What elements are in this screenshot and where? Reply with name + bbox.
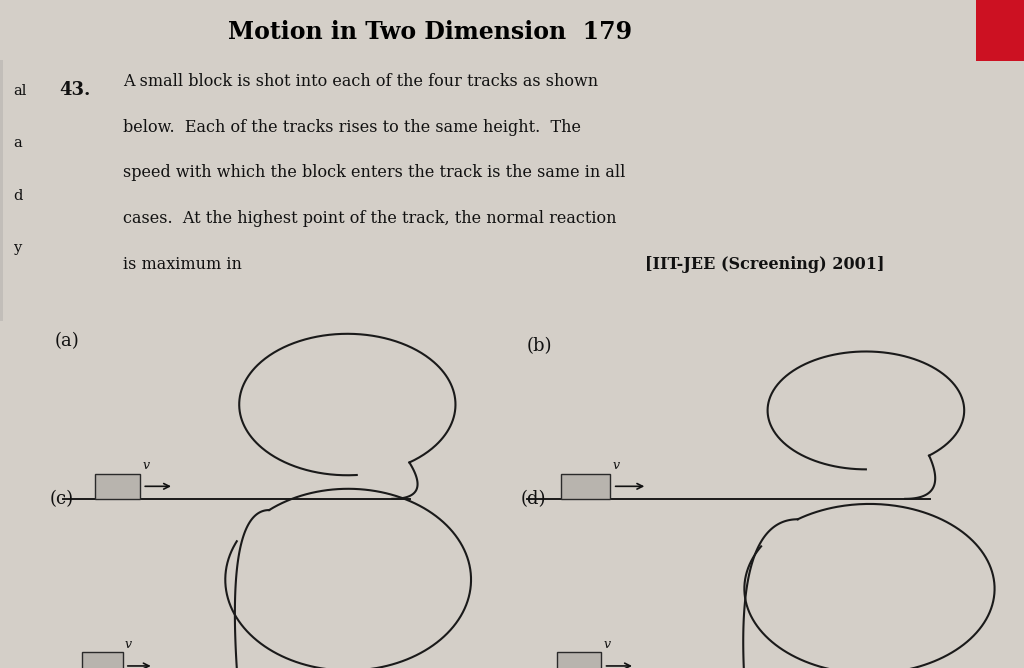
Bar [557, 653, 601, 668]
Text: v: v [603, 638, 610, 651]
Text: Motion in Two Dimension  179: Motion in Two Dimension 179 [228, 20, 632, 44]
Text: (b): (b) [526, 337, 552, 355]
Text: a: a [13, 136, 23, 150]
Text: speed with which the block enters the track is the same in all: speed with which the block enters the tr… [123, 164, 626, 181]
Text: (c): (c) [49, 490, 74, 508]
Bar [561, 474, 610, 499]
Text: [IIT-JEE (Screening) 2001]: [IIT-JEE (Screening) 2001] [645, 255, 885, 273]
Bar [82, 653, 123, 668]
Text: below.  Each of the tracks rises to the same height.  The: below. Each of the tracks rises to the s… [123, 119, 581, 136]
Text: (d): (d) [521, 490, 547, 508]
Bar [976, 0, 1024, 61]
Bar [0, 60, 3, 321]
Bar [95, 474, 140, 499]
Text: d: d [13, 188, 23, 202]
Text: (a): (a) [54, 331, 79, 349]
Text: v: v [142, 460, 150, 472]
Text: A small block is shot into each of the four tracks as shown: A small block is shot into each of the f… [123, 73, 598, 90]
Text: al: al [13, 84, 27, 98]
Text: cases.  At the highest point of the track, the normal reaction: cases. At the highest point of the track… [123, 210, 616, 227]
Text: v: v [125, 638, 132, 651]
Text: v: v [612, 460, 620, 472]
Text: is maximum in: is maximum in [123, 255, 242, 273]
Text: 43.: 43. [59, 81, 91, 99]
Text: y: y [13, 240, 22, 255]
